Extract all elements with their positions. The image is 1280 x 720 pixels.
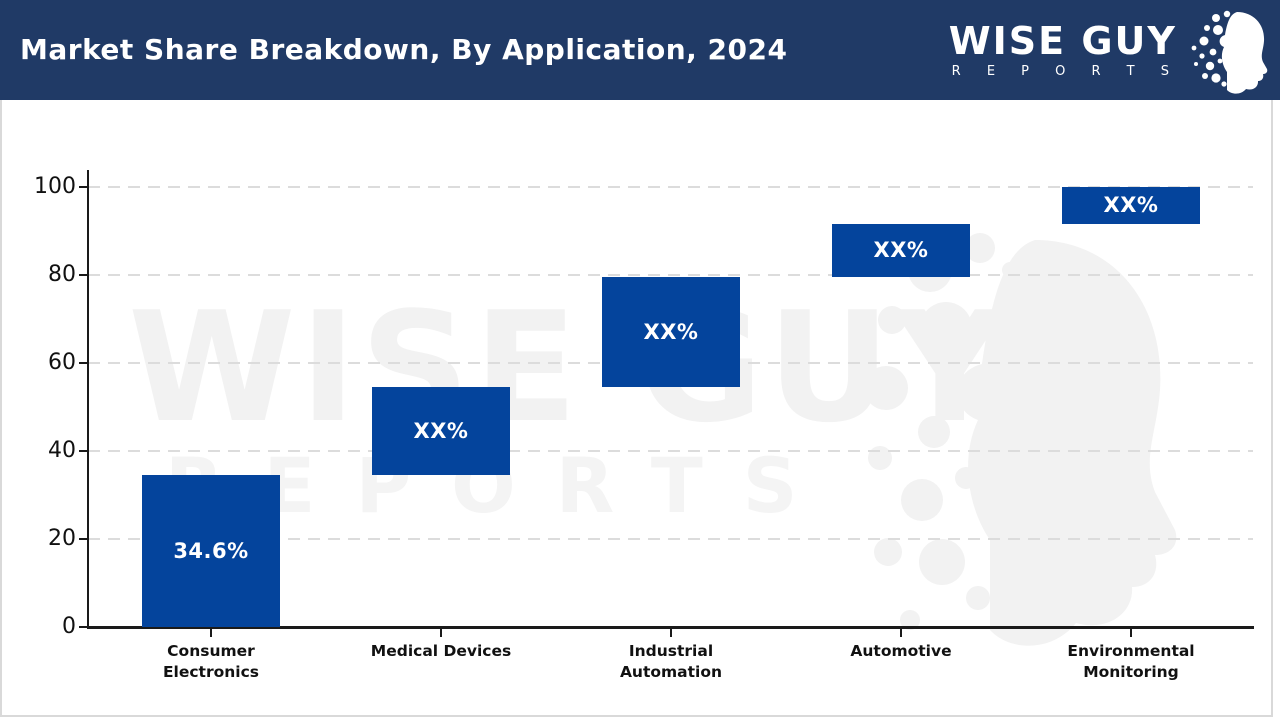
gridline-y100 bbox=[88, 186, 1253, 188]
x-axis-category-label: Medical Devices bbox=[326, 641, 556, 662]
y-axis-tick-mark bbox=[79, 538, 87, 540]
bar-value-label: XX% bbox=[873, 238, 929, 263]
x-axis-category-line: Industrial bbox=[628, 642, 714, 660]
bar-value-label: XX% bbox=[1103, 193, 1159, 218]
x-axis-tick-mark bbox=[440, 628, 442, 637]
x-axis-category-line: Consumer bbox=[167, 642, 255, 660]
bar-value-label: XX% bbox=[643, 319, 699, 344]
x-axis-category-label: Automotive bbox=[786, 641, 1016, 662]
gridline-y40 bbox=[88, 450, 1253, 452]
y-axis-tick-mark bbox=[79, 274, 87, 276]
x-axis-line bbox=[87, 626, 1254, 629]
frame-right-border bbox=[1271, 100, 1273, 716]
y-axis-tick-mark bbox=[79, 450, 87, 452]
x-axis-tick-mark bbox=[210, 628, 212, 637]
y-axis-tick-label: 100 bbox=[34, 174, 76, 199]
x-axis-category-line: Electronics bbox=[162, 663, 260, 681]
bar-environmental-monitoring[interactable]: XX% bbox=[1062, 187, 1200, 224]
bar-consumer-electronics[interactable]: 34.6% bbox=[142, 474, 280, 627]
y-axis-tick-mark bbox=[79, 186, 87, 188]
bar-industrial-automation[interactable]: XX% bbox=[602, 276, 740, 387]
bar-value-label: XX% bbox=[413, 418, 469, 443]
brand-name: WISE GUY bbox=[948, 19, 1177, 63]
x-axis-tick-mark bbox=[670, 628, 672, 637]
x-axis-category-label: Environmental Monitoring bbox=[1016, 641, 1246, 683]
x-axis-category-label: Consumer Electronics bbox=[96, 641, 326, 683]
y-axis-tick-label: 80 bbox=[48, 262, 76, 287]
gridline-y20 bbox=[88, 538, 1253, 540]
x-axis-category-line: Medical Devices bbox=[370, 642, 512, 660]
bar-automotive[interactable]: XX% bbox=[832, 223, 970, 277]
y-axis-tick-mark bbox=[79, 626, 87, 628]
x-axis-category-line: Automotive bbox=[850, 642, 952, 660]
x-axis-category-line: Automation bbox=[619, 663, 723, 681]
y-axis-tick-label: 40 bbox=[48, 438, 76, 463]
x-axis-category-label: Industrial Automation bbox=[556, 641, 786, 683]
chart-title: Market Share Breakdown, By Application, … bbox=[20, 33, 788, 66]
y-axis-tick-mark bbox=[79, 362, 87, 364]
header-bar: Market Share Breakdown, By Application, … bbox=[0, 0, 1280, 100]
brand-subtitle: R E P O R T S bbox=[951, 64, 1180, 79]
y-axis-tick-label: 0 bbox=[62, 614, 76, 639]
frame-left-border bbox=[0, 100, 2, 716]
watermark-brand-text: WISE GUY bbox=[128, 279, 1009, 456]
frame-bottom-border bbox=[0, 715, 1273, 717]
bar-medical-devices[interactable]: XX% bbox=[372, 386, 510, 475]
bar-value-label: 34.6% bbox=[173, 538, 249, 563]
x-axis-category-line: Environmental bbox=[1067, 642, 1195, 660]
y-axis-tick-label: 20 bbox=[48, 526, 76, 551]
x-axis-tick-mark bbox=[900, 628, 902, 637]
gridline-y80 bbox=[88, 274, 1253, 276]
x-axis-category-line: Monitoring bbox=[1083, 663, 1179, 681]
y-axis-tick-label: 60 bbox=[48, 350, 76, 375]
brand-face-icon bbox=[1191, 10, 1268, 94]
y-axis-line bbox=[87, 170, 89, 629]
brand-logo-text: WISE GUY R E P O R T S bbox=[946, 22, 1180, 79]
x-axis-tick-mark bbox=[1130, 628, 1132, 637]
